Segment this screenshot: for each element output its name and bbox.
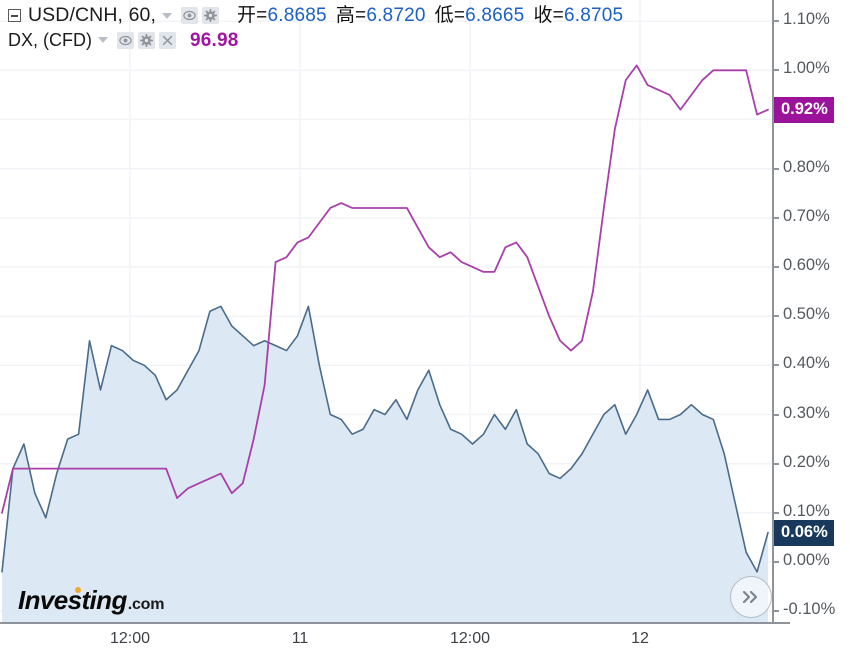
gear-icon[interactable] [138,31,155,49]
price-axis-tick-dash [774,20,779,23]
price-axis-tick-dash [774,511,779,514]
time-axis[interactable]: 12:00 11 12:00 12 [0,622,850,655]
usdcnh-price-badge-label: 0.06% [781,523,828,541]
usdcnh-ohlc-values: 开=6.8685 高=6.8720 低=6.8665 收=6.8705 [237,6,632,25]
usdcnh-line [1,305,769,573]
collapse-box-icon[interactable] [8,9,21,23]
legend-row-dx[interactable]: DX, (CFD) [8,31,770,50]
chevron-down-icon[interactable] [161,12,172,19]
price-axis-tick-dash [774,610,779,613]
close-icon[interactable] [159,31,176,49]
ohlc-open-key: 开= [236,5,268,27]
ohlc-close-key: 收= [533,5,564,27]
ohlc-high-value: 6.8720 [366,5,426,27]
chart-legend-header: USD/CNH, 60, [0,0,770,50]
price-axis-tick-label: 0.00% [783,551,830,569]
ohlc-high: 高=6.8720 [336,5,426,26]
legend-row-usdcnh[interactable]: USD/CNH, 60, [8,4,770,26]
price-axis-tick-dash [774,462,779,465]
time-axis-tick-label: 12 [631,630,649,647]
ohlc-close: 收=6.8705 [533,5,623,26]
time-axis-tick-label: 12:00 [109,630,151,647]
price-axis-tick-label: 0.40% [783,354,830,373]
price-axis[interactable]: 1.10%1.00%0.90%0.80%0.70%0.60%0.50%0.40%… [772,0,850,622]
price-axis-tick-label: 1.10% [783,10,830,29]
dx-last-value: 96.98 [190,29,239,51]
eye-icon[interactable] [117,31,134,49]
price-axis-tick-dash [774,216,779,219]
price-axis-tick-dash [774,364,779,367]
price-axis-line [772,0,774,622]
ohlc-low-value: 6.8665 [465,5,525,27]
ohlc-low-key: 低= [434,5,466,27]
price-axis-tick-label: 0.20% [783,452,830,471]
price-axis-tick-label: 0.70% [783,206,830,225]
ohlc-open: 开=6.8685 [237,5,327,26]
chevron-down-icon[interactable] [98,37,108,43]
scroll-forward-button[interactable] [730,576,772,618]
usdcnh-price-badge: 0.06% [774,519,834,546]
price-axis-tick-dash [774,265,779,268]
price-axis-tick-label: 1.00% [783,59,830,78]
time-axis-tick-label: 11 [291,630,309,647]
gear-icon[interactable] [201,7,219,25]
price-axis-tick-dash [774,167,779,170]
dx-line [1,64,769,514]
ohlc-high-key: 高= [335,5,367,27]
price-axis-tick-label: 0.30% [783,403,830,422]
eye-icon[interactable] [180,7,198,25]
price-axis-tick-dash [774,413,779,416]
double-chevron-right-icon [742,590,758,604]
price-axis-tick-label: 0.60% [783,255,830,274]
dx-symbol-label: DX, (CFD) [8,30,92,50]
chart-plot-area[interactable] [0,0,772,622]
usdcnh-area-fill [2,306,768,622]
dx-price-badge: 0.92% [774,96,834,123]
usdcnh-symbol-label: USD/CNH, 60, [28,4,156,26]
dx-price-badge-label: 0.92% [781,100,828,119]
price-axis-tick-dash [774,561,779,563]
ohlc-open-value: 6.8685 [267,5,327,27]
time-axis-tick-label: 12:00 [449,630,491,647]
ohlc-close-value: 6.8705 [563,5,624,27]
price-axis-tick-dash [774,315,779,318]
chart-svg [0,0,772,622]
price-axis-tick-dash [774,69,779,72]
price-axis-tick-label: 0.80% [783,157,830,176]
price-axis-tick-label: 0.10% [783,501,830,520]
ohlc-low: 低=6.8665 [435,5,525,26]
price-axis-tick-label: 0.50% [783,305,830,324]
price-axis-tick-label: -0.10% [783,600,836,619]
time-axis-line [0,622,790,624]
